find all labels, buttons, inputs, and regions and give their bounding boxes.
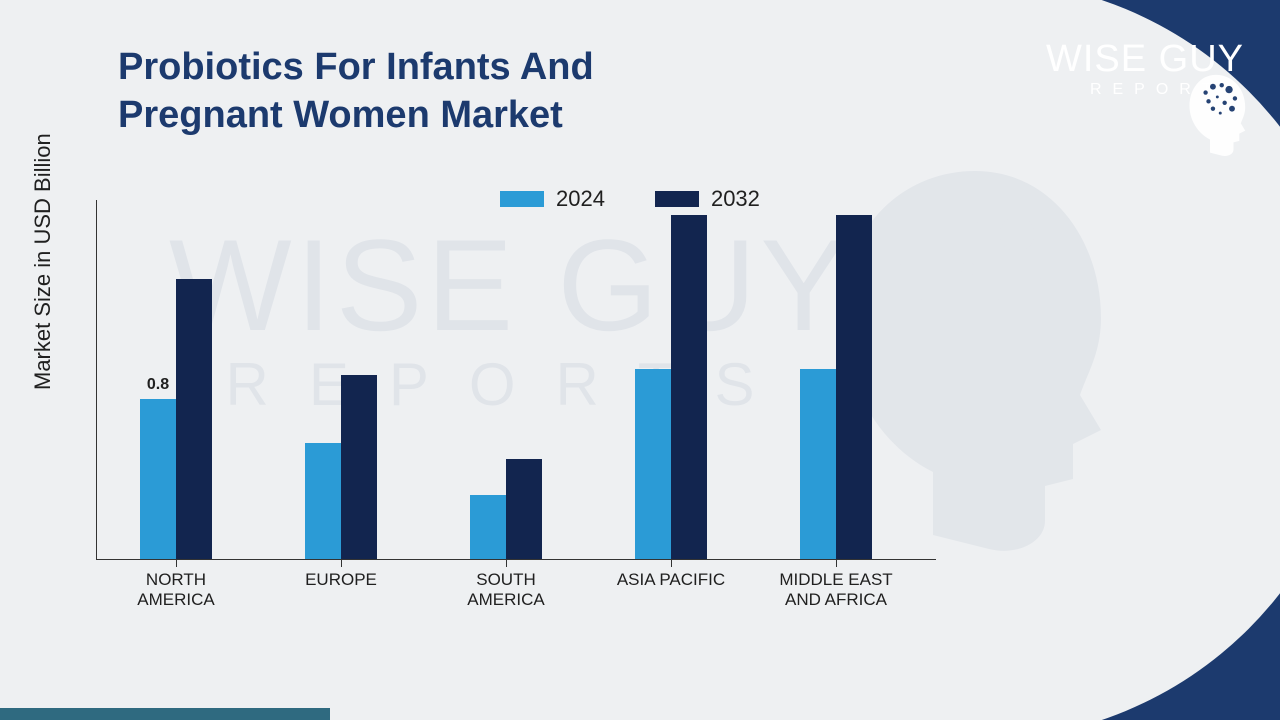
x-tick	[671, 560, 672, 567]
page: WISE GUY REPORTS WISE GUY REPORTS Probio…	[0, 0, 1280, 720]
bar	[800, 369, 836, 559]
bar-value-label: 0.8	[147, 376, 169, 394]
bar-group: MIDDLE EAST AND AFRICA	[776, 200, 896, 560]
x-tick	[176, 560, 177, 567]
x-axis-label: SOUTH AMERICA	[436, 570, 576, 611]
bar	[176, 279, 212, 559]
bar	[671, 215, 707, 559]
bar-group: ASIA PACIFIC	[611, 200, 731, 560]
bar	[506, 459, 542, 559]
bar	[836, 215, 872, 559]
x-tick	[506, 560, 507, 567]
bar	[305, 443, 341, 559]
bar	[470, 495, 506, 559]
bar-group: NORTH AMERICA	[116, 200, 236, 560]
bar	[635, 369, 671, 559]
x-tick	[836, 560, 837, 567]
chart-title: Probiotics For Infants And Pregnant Wome…	[118, 44, 758, 139]
x-axis-label: ASIA PACIFIC	[601, 570, 741, 590]
x-tick	[341, 560, 342, 567]
bar-group: EUROPE	[281, 200, 401, 560]
brand-logo: WISE GUY REPORTS	[1046, 40, 1244, 98]
bar	[341, 375, 377, 559]
brand-head-icon	[1166, 72, 1254, 160]
y-axis-line	[96, 200, 97, 560]
x-axis-label: MIDDLE EAST AND AFRICA	[766, 570, 906, 611]
bar-group: SOUTH AMERICA	[446, 200, 566, 560]
footer-accent-bar	[0, 708, 330, 720]
bar	[140, 399, 176, 559]
bar-chart: NORTH AMERICA EUROPE SOUTH AMERICA ASIA PAC…	[96, 200, 936, 560]
x-axis-label: NORTH AMERICA	[106, 570, 246, 611]
x-axis-label: EUROPE	[271, 570, 411, 590]
y-axis-label: Market Size in USD Billion	[30, 133, 56, 390]
